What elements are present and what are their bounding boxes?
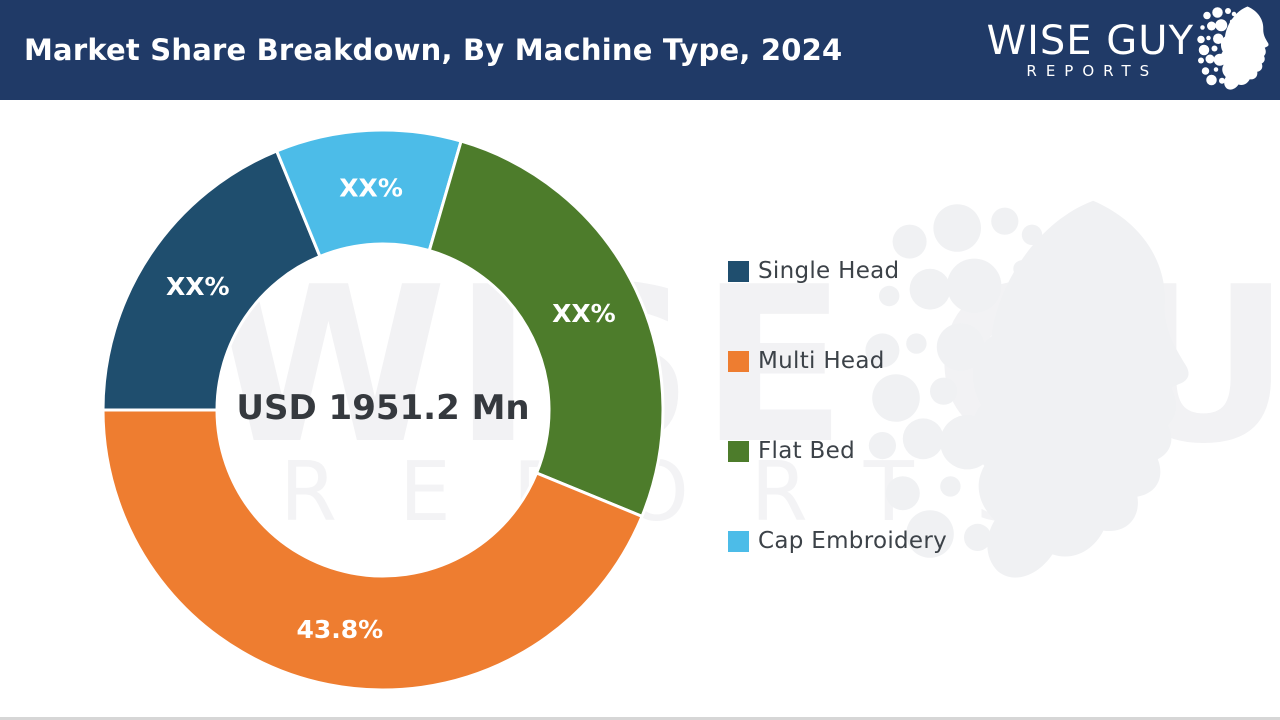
slice-label-multi-head: 43.8% — [296, 615, 383, 644]
legend-item-multi-head: Multi Head — [728, 346, 947, 376]
legend-item-flat-bed: Flat Bed — [728, 436, 947, 466]
legend-label-single-head: Single Head — [758, 258, 900, 284]
legend-swatch-cap-embroidery — [728, 530, 749, 552]
chart-legend: Single Head Multi Head Flat Bed Cap Embroid… — [728, 256, 947, 616]
chart-area: WISE GUY REPORTS XX%XX%XX%43.8% USD 1951… — [0, 100, 1280, 718]
logo-subtitle: REPORTS — [1026, 62, 1159, 80]
page-title: Market Share Breakdown, By Machine Type,… — [24, 33, 843, 67]
legend-swatch-multi-head — [728, 350, 749, 372]
wiseguy-face-icon — [1196, 5, 1272, 95]
logo-text: WISE GUY REPORTS — [987, 20, 1194, 80]
donut-slice-flat-bed — [427, 139, 665, 518]
wise-guy-logo: WISE GUY REPORTS — [987, 4, 1272, 96]
donut-center-value: USD 1951.2 Mn — [236, 388, 530, 428]
legend-item-single-head: Single Head — [728, 256, 947, 286]
donut-slice-multi-head — [101, 408, 644, 692]
slice-label-flat-bed: XX% — [552, 299, 616, 328]
slice-label-single-head: XX% — [166, 272, 230, 301]
legend-label-flat-bed: Flat Bed — [758, 438, 855, 464]
header-bar: Market Share Breakdown, By Machine Type,… — [0, 0, 1280, 100]
legend-swatch-single-head — [728, 260, 749, 282]
logo-wordmark: WISE GUY — [986, 18, 1194, 64]
legend-label-cap-embroidery: Cap Embroidery — [758, 528, 948, 554]
legend-item-cap-embroidery: Cap Embroidery — [728, 526, 947, 556]
donut-slice-single-head — [101, 149, 322, 412]
slice-label-cap-embroidery: XX% — [339, 173, 403, 202]
legend-swatch-flat-bed — [728, 440, 749, 462]
bottom-divider — [0, 717, 1280, 720]
donut-chart: XX% XX% XX% 43.8% — [101, 128, 665, 692]
legend-label-multi-head: Multi Head — [758, 348, 885, 374]
